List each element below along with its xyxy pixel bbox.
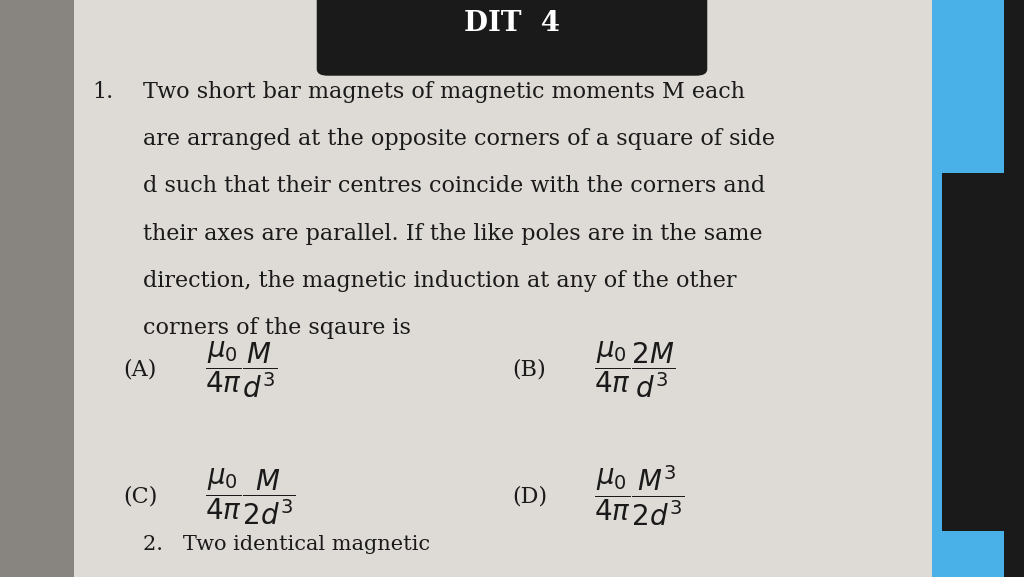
Text: 2.   Two identical magnetic: 2. Two identical magnetic <box>143 535 430 554</box>
Bar <box>0 0 74 577</box>
Text: d such that their centres coincide with the corners and: d such that their centres coincide with … <box>143 175 766 197</box>
Text: (B): (B) <box>512 358 546 380</box>
Text: $\dfrac{\mu_0}{4\pi}\dfrac{M}{d^3}$: $\dfrac{\mu_0}{4\pi}\dfrac{M}{d^3}$ <box>205 339 278 399</box>
Bar <box>1004 0 1024 577</box>
Text: Two short bar magnets of magnetic moments M each: Two short bar magnets of magnetic moment… <box>143 81 745 103</box>
Text: DIT  4: DIT 4 <box>464 10 560 36</box>
Text: corners of the sqaure is: corners of the sqaure is <box>143 317 412 339</box>
Text: their axes are parallel. If the like poles are in the same: their axes are parallel. If the like pol… <box>143 223 763 245</box>
Text: $\dfrac{\mu_0}{4\pi}\dfrac{2M}{d^3}$: $\dfrac{\mu_0}{4\pi}\dfrac{2M}{d^3}$ <box>594 339 676 399</box>
Text: 1.: 1. <box>92 81 114 103</box>
Text: (C): (C) <box>123 485 158 507</box>
Text: $\dfrac{\mu_0}{4\pi}\dfrac{M^3}{2d^3}$: $\dfrac{\mu_0}{4\pi}\dfrac{M^3}{2d^3}$ <box>594 464 684 529</box>
Text: are arranged at the opposite corners of a square of side: are arranged at the opposite corners of … <box>143 128 775 150</box>
Text: direction, the magnetic induction at any of the other: direction, the magnetic induction at any… <box>143 270 737 292</box>
Text: $\dfrac{\mu_0}{4\pi}\dfrac{M}{2d^3}$: $\dfrac{\mu_0}{4\pi}\dfrac{M}{2d^3}$ <box>205 466 295 526</box>
Bar <box>932 0 1004 577</box>
FancyBboxPatch shape <box>317 0 707 75</box>
Text: (A): (A) <box>123 358 157 380</box>
Bar <box>74 0 932 577</box>
Text: (D): (D) <box>512 485 547 507</box>
Bar <box>942 173 1004 531</box>
